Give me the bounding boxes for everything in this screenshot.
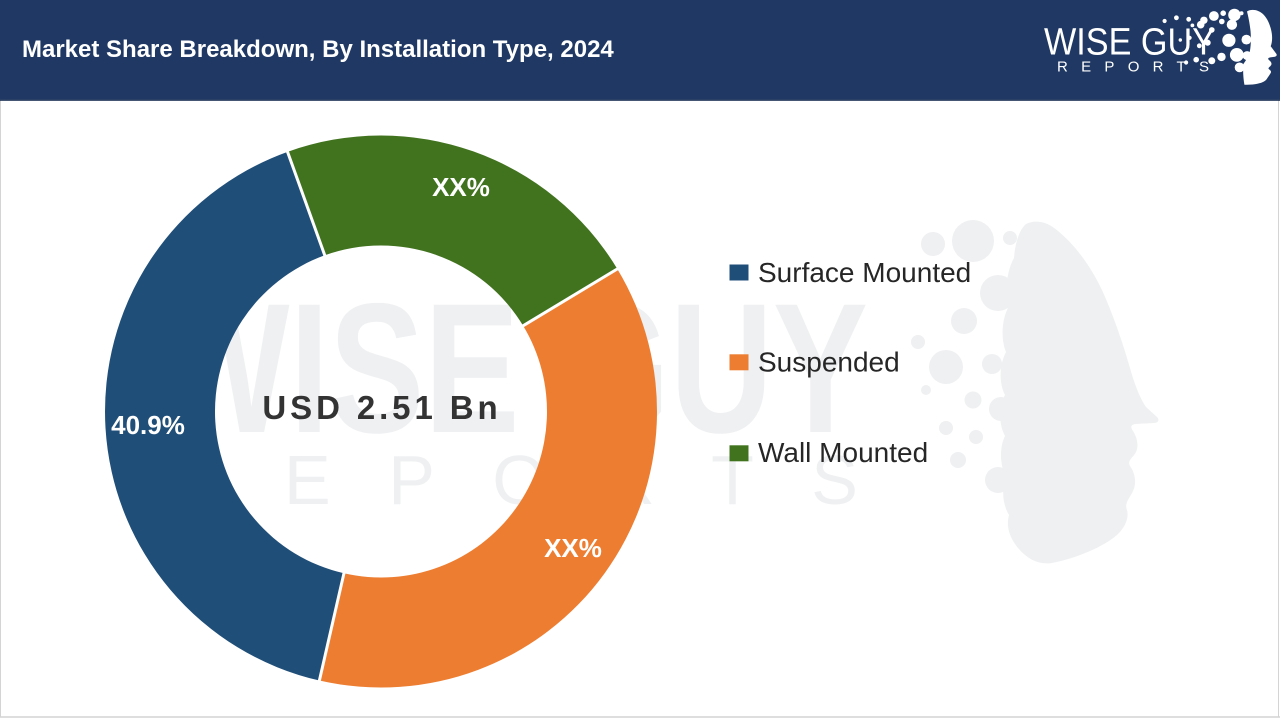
- svg-text:Suspended: Suspended: [758, 347, 900, 378]
- svg-text:40.9%: 40.9%: [111, 410, 185, 440]
- svg-text:Wall Mounted: Wall Mounted: [758, 437, 928, 468]
- svg-text:WISE GUY: WISE GUY: [1044, 22, 1215, 64]
- svg-text:Surface Mounted: Surface Mounted: [758, 257, 971, 288]
- svg-text:Market Share Breakdown, By Ins: Market Share Breakdown, By Installation …: [22, 36, 614, 63]
- svg-text:USD 2.51 Bn: USD 2.51 Bn: [262, 389, 501, 426]
- svg-text:XX%: XX%: [544, 533, 602, 563]
- svg-text:XX%: XX%: [432, 172, 490, 202]
